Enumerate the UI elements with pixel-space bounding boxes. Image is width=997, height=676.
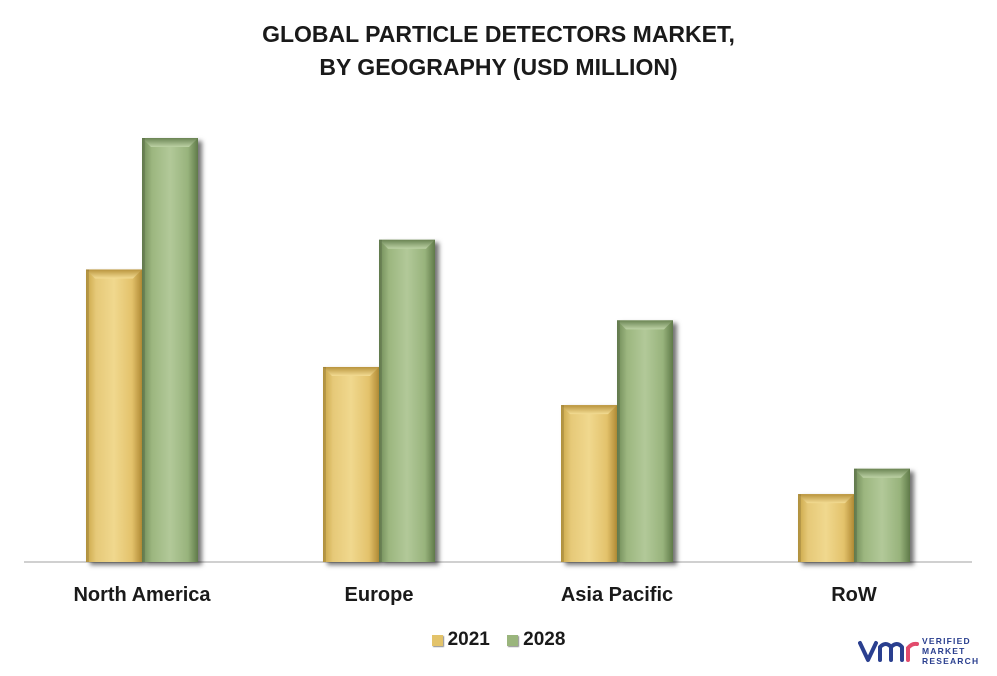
legend-swatch-2021 bbox=[431, 634, 443, 646]
vmr-logo: VERIFIED MARKET RESEARCH bbox=[858, 634, 988, 670]
bars-layer bbox=[86, 138, 910, 562]
bar-2021-row bbox=[798, 494, 854, 562]
category-label: Asia Pacific bbox=[561, 584, 673, 606]
bar-2028-row bbox=[854, 468, 910, 562]
legend-item-2028: 2028 bbox=[507, 629, 565, 651]
bar-2028-north-america bbox=[142, 138, 198, 562]
vmr-logo-text: VERIFIED MARKET RESEARCH bbox=[922, 636, 980, 666]
vmr-logo-mark bbox=[858, 641, 919, 662]
chart-title: GLOBAL PARTICLE DETECTORS MARKET, BY GEO… bbox=[0, 18, 997, 84]
legend-label-2028: 2028 bbox=[523, 629, 566, 650]
chart-title-line-2: BY GEOGRAPHY (USD MILLION) bbox=[319, 54, 678, 80]
category-label: North America bbox=[73, 584, 211, 606]
bar-2021-asia-pacific bbox=[561, 405, 617, 562]
category-labels: North America Europe Asia Pacific RoW bbox=[73, 584, 876, 606]
legend-label-2021: 2021 bbox=[447, 629, 490, 650]
legend: 2021 2028 bbox=[0, 629, 997, 652]
legend-swatch-2028 bbox=[507, 634, 519, 646]
category-label: RoW bbox=[831, 584, 877, 606]
bar-2028-asia-pacific bbox=[617, 320, 673, 562]
bar-2021-europe bbox=[323, 366, 379, 562]
legend-item-2021: 2021 bbox=[431, 629, 490, 651]
bar-2021-north-america bbox=[86, 269, 142, 562]
category-label: Europe bbox=[345, 584, 414, 606]
bar-2028-europe bbox=[379, 239, 435, 562]
chart-title-line-1: GLOBAL PARTICLE DETECTORS MARKET, bbox=[262, 21, 735, 47]
